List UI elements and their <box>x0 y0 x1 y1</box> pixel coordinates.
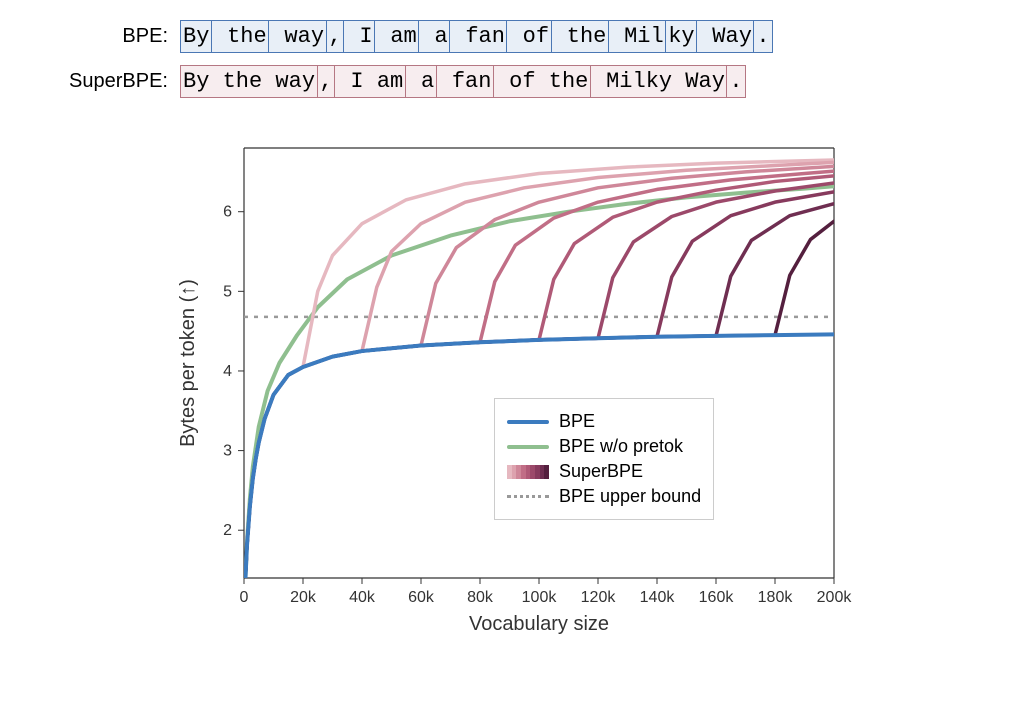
token: . <box>753 20 772 53</box>
token: of <box>506 20 552 53</box>
superbpe-row: SuperBPE: By the way, I am a fan of the … <box>30 65 998 98</box>
token: a <box>418 20 450 53</box>
token: Milky Way <box>590 65 728 98</box>
svg-text:180k: 180k <box>758 589 794 606</box>
svg-text:60k: 60k <box>408 589 435 606</box>
legend-item: BPE <box>507 411 701 432</box>
svg-text:140k: 140k <box>640 589 676 606</box>
svg-text:2: 2 <box>223 522 232 539</box>
token: the <box>551 20 610 53</box>
svg-text:20k: 20k <box>290 589 317 606</box>
token: fan <box>436 65 495 98</box>
legend-label: BPE <box>559 411 595 432</box>
legend-swatch <box>507 420 549 424</box>
svg-text:4: 4 <box>223 363 232 380</box>
bpe-label: BPE: <box>30 25 180 48</box>
chart-svg: 0 20k 40k 60k 80k 100k 120k 140k 160k 180k 200k 2 3 4… <box>164 128 864 648</box>
legend-label: BPE w/o pretok <box>559 436 683 457</box>
svg-text:3: 3 <box>223 443 232 460</box>
legend-swatch <box>507 495 549 498</box>
token: . <box>726 65 745 98</box>
tokenization-examples: BPE: By the way, I am a fan of the Milky… <box>30 20 998 98</box>
token: a <box>405 65 437 98</box>
legend-item: BPE w/o pretok <box>507 436 701 457</box>
token: I am <box>334 65 406 98</box>
legend-item: BPE upper bound <box>507 486 701 507</box>
bytes-per-token-chart: 0 20k 40k 60k 80k 100k 120k 140k 160k 180k 200k 2 3 4… <box>164 128 864 653</box>
superbpe-label: SuperBPE: <box>30 70 180 93</box>
svg-text:Vocabulary size: Vocabulary size <box>469 613 609 635</box>
svg-text:0: 0 <box>240 589 249 606</box>
chart-container: 0 20k 40k 60k 80k 100k 120k 140k 160k 180k 200k 2 3 4… <box>30 128 998 653</box>
svg-text:160k: 160k <box>699 589 735 606</box>
token: fan <box>449 20 508 53</box>
token: By <box>180 20 212 53</box>
svg-text:200k: 200k <box>817 589 853 606</box>
svg-text:120k: 120k <box>581 589 617 606</box>
token: , <box>326 20 345 53</box>
token: Way <box>696 20 755 53</box>
legend-label: SuperBPE <box>559 461 643 482</box>
svg-text:5: 5 <box>223 283 232 300</box>
superbpe-tokens: By the way, I am a fan of the Milky Way. <box>180 65 744 98</box>
legend-swatch <box>507 465 549 479</box>
bpe-tokens: By the way, I am a fan of the Milky Way. <box>180 20 771 53</box>
legend-item: SuperBPE <box>507 461 701 482</box>
bpe-row: BPE: By the way, I am a fan of the Milky… <box>30 20 998 53</box>
token: I <box>343 20 375 53</box>
token: the <box>211 20 270 53</box>
legend-swatch <box>507 445 549 449</box>
token: ky <box>665 20 697 53</box>
svg-text:40k: 40k <box>349 589 376 606</box>
token: By the way <box>180 65 318 98</box>
svg-text:100k: 100k <box>522 589 558 606</box>
token: Mil <box>608 20 667 53</box>
token: am <box>374 20 420 53</box>
legend: BPE BPE w/o pretok SuperBPE BPE upper bound <box>494 398 714 520</box>
svg-text:6: 6 <box>223 204 232 221</box>
svg-text:Bytes per token (↑): Bytes per token (↑) <box>177 279 199 447</box>
legend-label: BPE upper bound <box>559 486 701 507</box>
token: of the <box>493 65 591 98</box>
svg-text:80k: 80k <box>467 589 494 606</box>
token: way <box>268 20 327 53</box>
token: , <box>317 65 336 98</box>
